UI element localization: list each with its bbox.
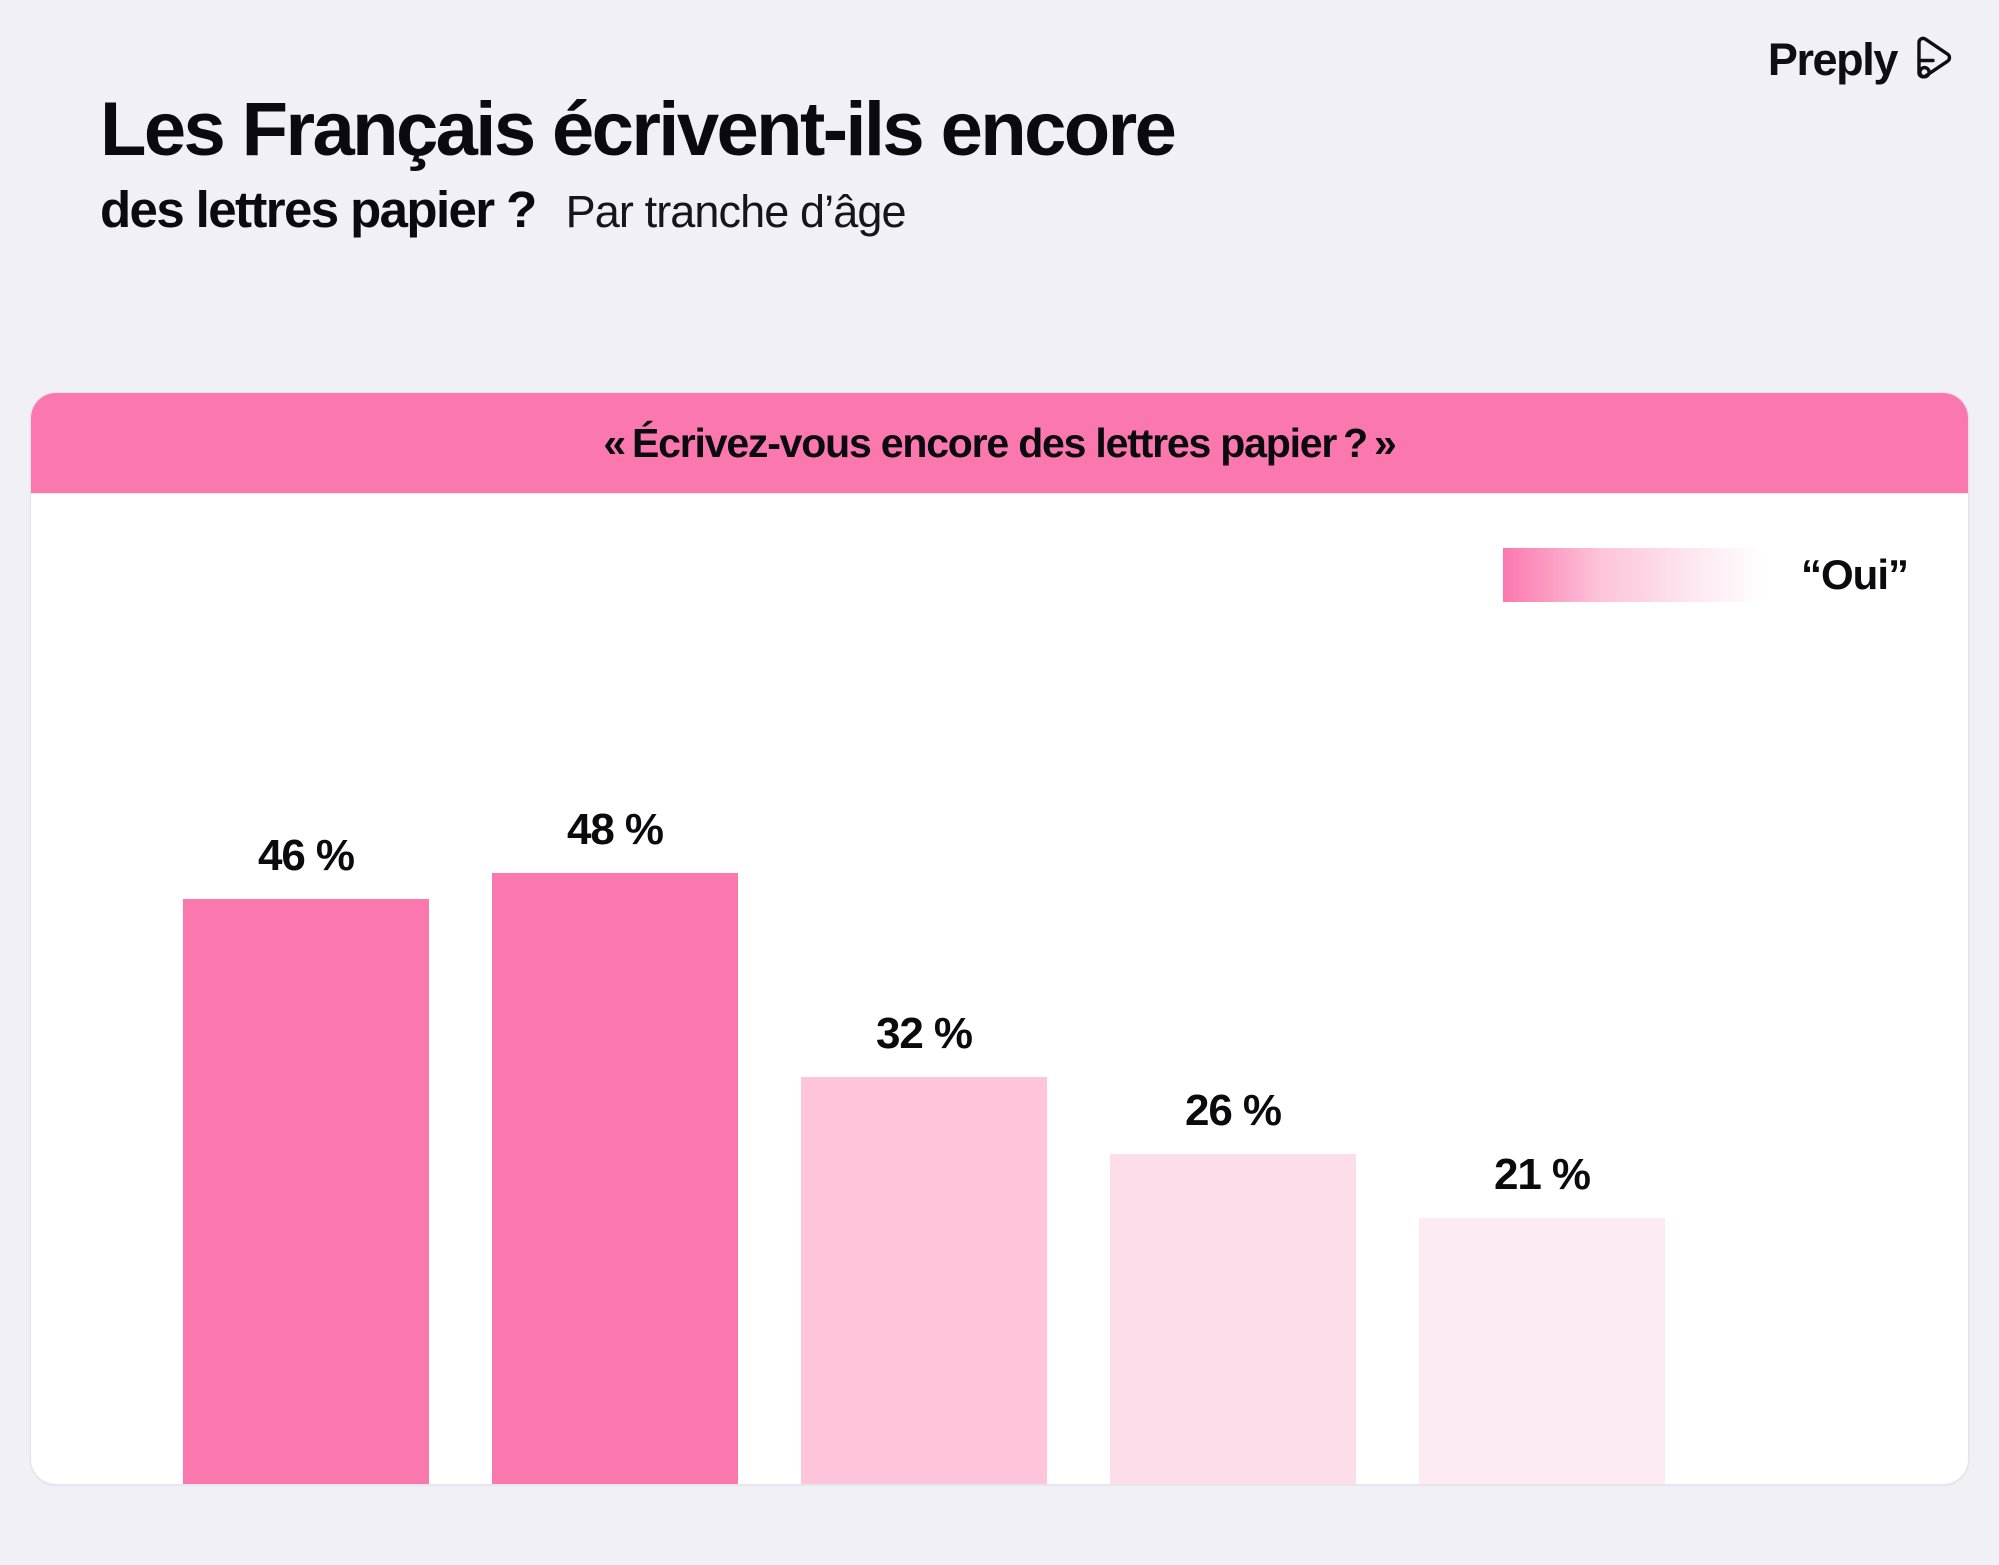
bar-value-label: 46 %	[258, 831, 355, 880]
bar-group: 46 % 48 % 32 % 26 % 21 %	[183, 634, 1858, 1484]
bar-column: 48 %	[492, 634, 738, 1484]
bar-value-label: 48 %	[567, 805, 664, 854]
legend-gradient-swatch	[1503, 548, 1763, 602]
bar-value-label: 32 %	[876, 1009, 973, 1058]
chart-question-title: « Écrivez-vous encore des lettres papier…	[603, 419, 1396, 466]
headline-line-1: Les Français écrivent-ils encore	[100, 87, 1177, 172]
brand-wordmark: Preply	[1767, 33, 1899, 85]
bar	[1419, 1218, 1665, 1484]
bar	[1110, 1154, 1356, 1484]
chart-card-header: « Écrivez-vous encore des lettres papier…	[31, 393, 1968, 494]
preply-logo: Preply	[1768, 36, 1953, 82]
headline-line-2-bold: des lettres papier ?	[100, 181, 537, 238]
bar-column: 26 %	[1110, 634, 1356, 1484]
bar	[801, 1077, 1047, 1484]
bar-value-label: 21 %	[1494, 1150, 1591, 1199]
page-title: Les Français écrivent-ils encore des let…	[100, 87, 1800, 236]
bar	[492, 873, 738, 1484]
bar-column: 21 %	[1419, 634, 1665, 1484]
chart-legend: “Oui”	[1503, 548, 1909, 602]
headline-subtitle: Par tranche d’âge	[565, 186, 907, 237]
bar-column: 46 %	[183, 634, 429, 1484]
bar	[183, 899, 429, 1484]
bar-column: 32 %	[801, 634, 1047, 1484]
headline-line-2: des lettres papier ? Par tranche d’âge	[100, 184, 1800, 235]
legend-label-oui: “Oui”	[1801, 551, 1909, 598]
bar-value-label: 26 %	[1185, 1086, 1282, 1135]
preply-play-bubble-icon	[1911, 36, 1953, 82]
chart-card-body: “Oui” 46 %48 %32 %26 %21 % 16-24 ans25-3…	[31, 494, 1968, 1484]
chart-plot-area: 46 %48 %32 %26 %21 % 16-24 ans25-34 ans3…	[183, 634, 1858, 1484]
chart-card: « Écrivez-vous encore des lettres papier…	[30, 392, 1969, 1485]
